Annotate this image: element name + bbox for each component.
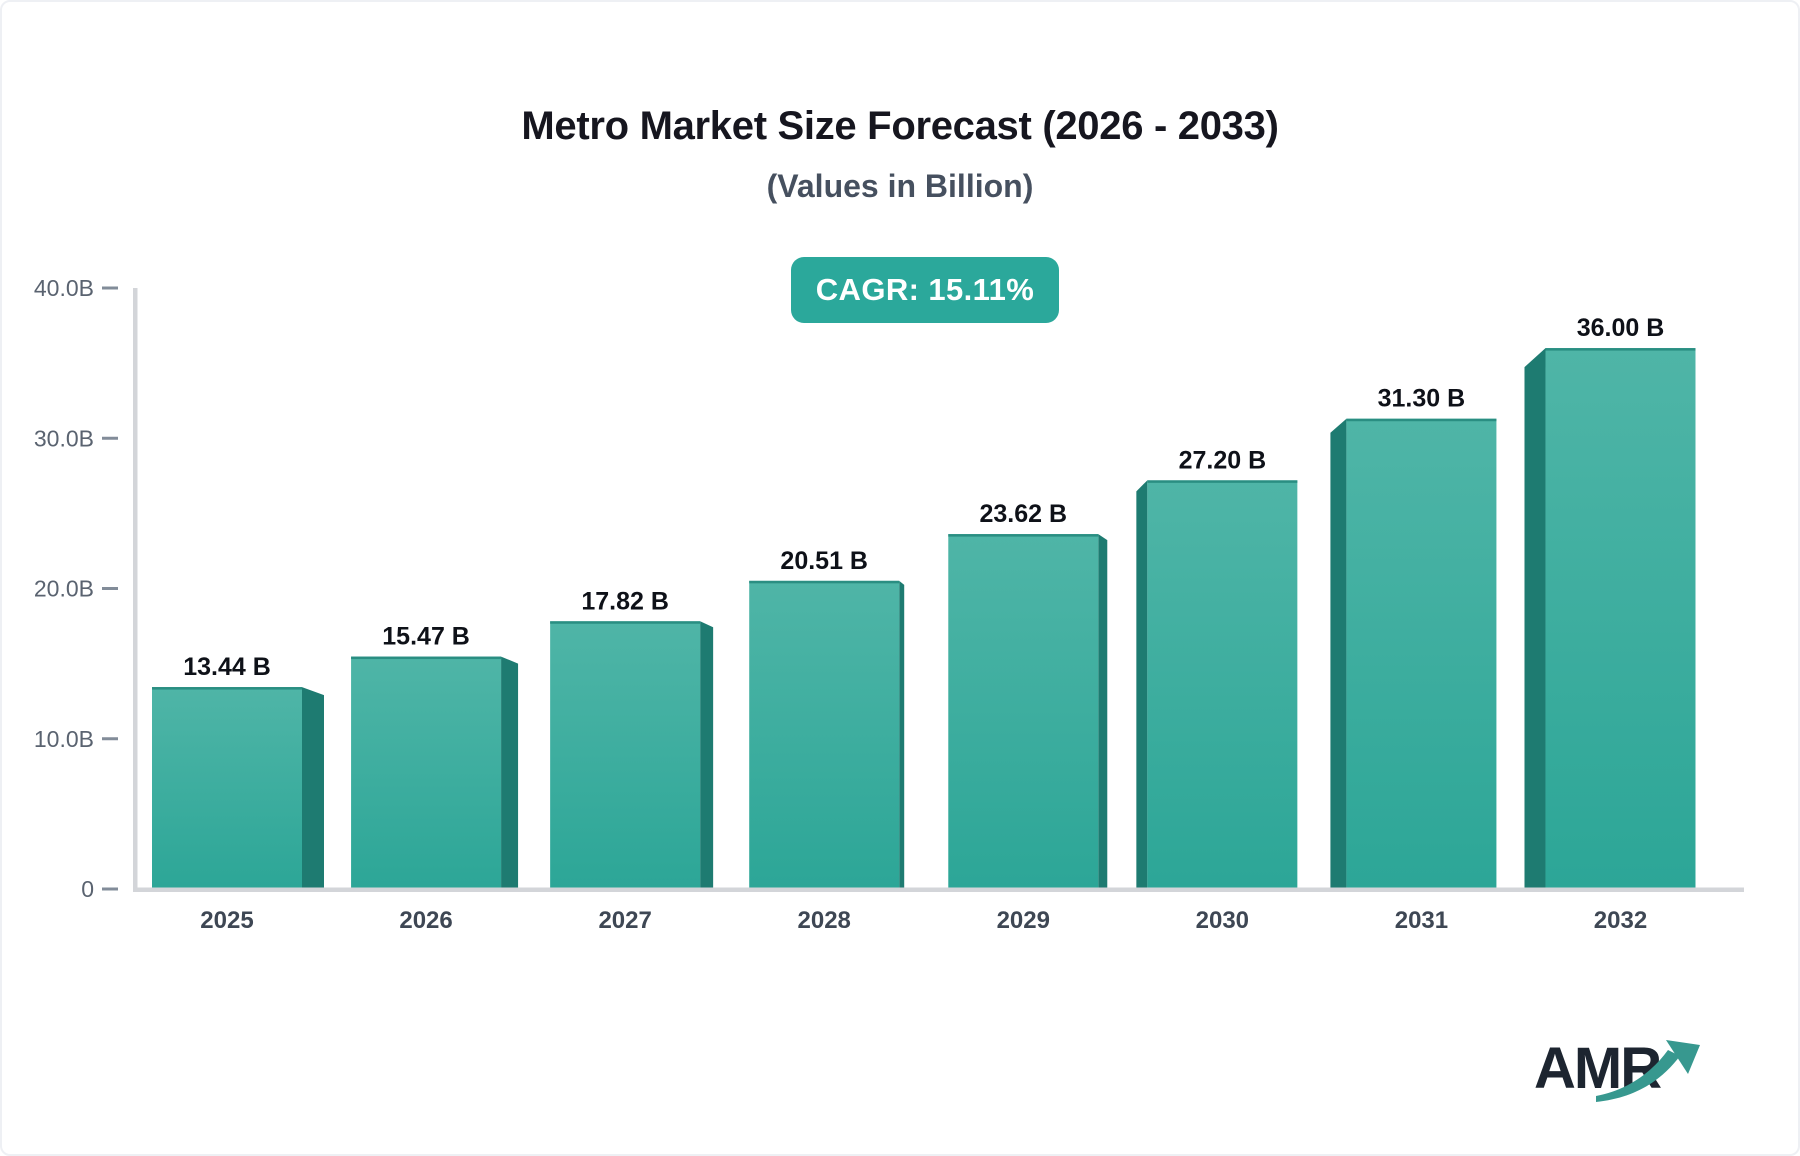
- y-tick-mark: [102, 587, 118, 590]
- y-tick-mark: [102, 737, 118, 741]
- bar-front-face: [749, 580, 900, 890]
- y-tick-label: 30.0B: [34, 425, 94, 451]
- bar-front-face: [1346, 418, 1497, 890]
- bar-2027: 17.82 B 2027: [550, 587, 714, 934]
- bar-front-face: [152, 687, 302, 890]
- bar-3d-side: [1524, 348, 1546, 890]
- bar-3d-side: [1098, 534, 1108, 889]
- bar-value-label: 23.62 B: [979, 500, 1067, 528]
- bar-2032: 36.00 B 2032: [1524, 314, 1696, 934]
- cagr-badge: CAGR: 15.11%: [791, 257, 1059, 323]
- y-tick-label: 10.0B: [34, 726, 94, 752]
- bar-value-label: 31.30 B: [1378, 385, 1466, 413]
- y-tick-mark: [102, 286, 118, 290]
- bar-3d-side: [302, 687, 324, 889]
- y-axis-line: [133, 288, 138, 891]
- bar-top-edge: [1545, 348, 1696, 351]
- bar-top-edge: [1147, 480, 1298, 483]
- bar-top-edge: [948, 534, 1099, 537]
- bar-2026: 15.47 B 2026: [351, 623, 519, 934]
- bar-front-face: [1545, 348, 1696, 891]
- y-tick-label: 40.0B: [34, 275, 94, 301]
- growth-arrow-icon: [1596, 1040, 1700, 1102]
- bar-3d-side: [1330, 418, 1347, 889]
- bar-top-edge: [1346, 418, 1497, 422]
- bar-front-face: [550, 621, 701, 890]
- bar-3d-side: [501, 656, 519, 889]
- amr-logo: AMR: [1534, 1038, 1712, 1116]
- bar-value-label: 36.00 B: [1577, 314, 1665, 342]
- y-tick-label: 0: [81, 876, 94, 902]
- chart-subtitle: (Values in Billion): [766, 168, 1034, 204]
- bar-3d-side: [1136, 480, 1148, 889]
- bar-value-label: 20.51 B: [780, 547, 868, 575]
- bar-front-face: [1147, 480, 1298, 890]
- bar-value-label: 27.20 B: [1179, 446, 1267, 474]
- y-tick-label: 20.0B: [34, 576, 94, 602]
- chart-title: Metro Market Size Forecast (2026 - 2033): [521, 104, 1279, 148]
- bar-top-edge: [152, 687, 302, 690]
- bar-2025: 13.44 B 2025: [152, 653, 324, 934]
- bar-top-edge: [550, 621, 701, 624]
- bar-value-label: 17.82 B: [581, 587, 669, 615]
- x-axis-label: 2027: [598, 907, 651, 934]
- x-axis-label: 2028: [798, 907, 851, 934]
- bar-2029: 23.62 B 2029: [948, 500, 1108, 934]
- bar-2031: 31.30 B 2031: [1330, 385, 1497, 934]
- x-axis-label: 2032: [1594, 907, 1647, 934]
- x-axis-line: [133, 887, 1744, 892]
- x-axis-label: 2026: [399, 907, 452, 934]
- y-axis: 0 10.0B 20.0B 30.0B 40.0B: [34, 275, 118, 902]
- bar-value-label: 13.44 B: [183, 653, 271, 681]
- arrow-head: [1666, 1040, 1700, 1074]
- bar-2030: 27.20 B 2030: [1136, 446, 1298, 934]
- bar-3d-side: [899, 580, 905, 889]
- y-tick-mark: [102, 436, 118, 440]
- bar-top-edge: [749, 580, 900, 584]
- y-tick-mark: [102, 887, 118, 891]
- x-axis-label: 2030: [1196, 907, 1249, 934]
- bar-3d-side: [700, 621, 714, 889]
- bar-front-face: [351, 656, 502, 890]
- x-axis-label: 2025: [200, 907, 253, 934]
- bar-front-face: [948, 534, 1099, 890]
- bar-value-label: 15.47 B: [382, 623, 470, 651]
- arrow-swoosh: [1596, 1050, 1680, 1102]
- x-axis-label: 2029: [997, 907, 1050, 934]
- x-axis-label: 2031: [1395, 907, 1448, 934]
- bar-top-edge: [351, 656, 502, 660]
- bar-2028: 20.51 B 2028: [749, 547, 905, 934]
